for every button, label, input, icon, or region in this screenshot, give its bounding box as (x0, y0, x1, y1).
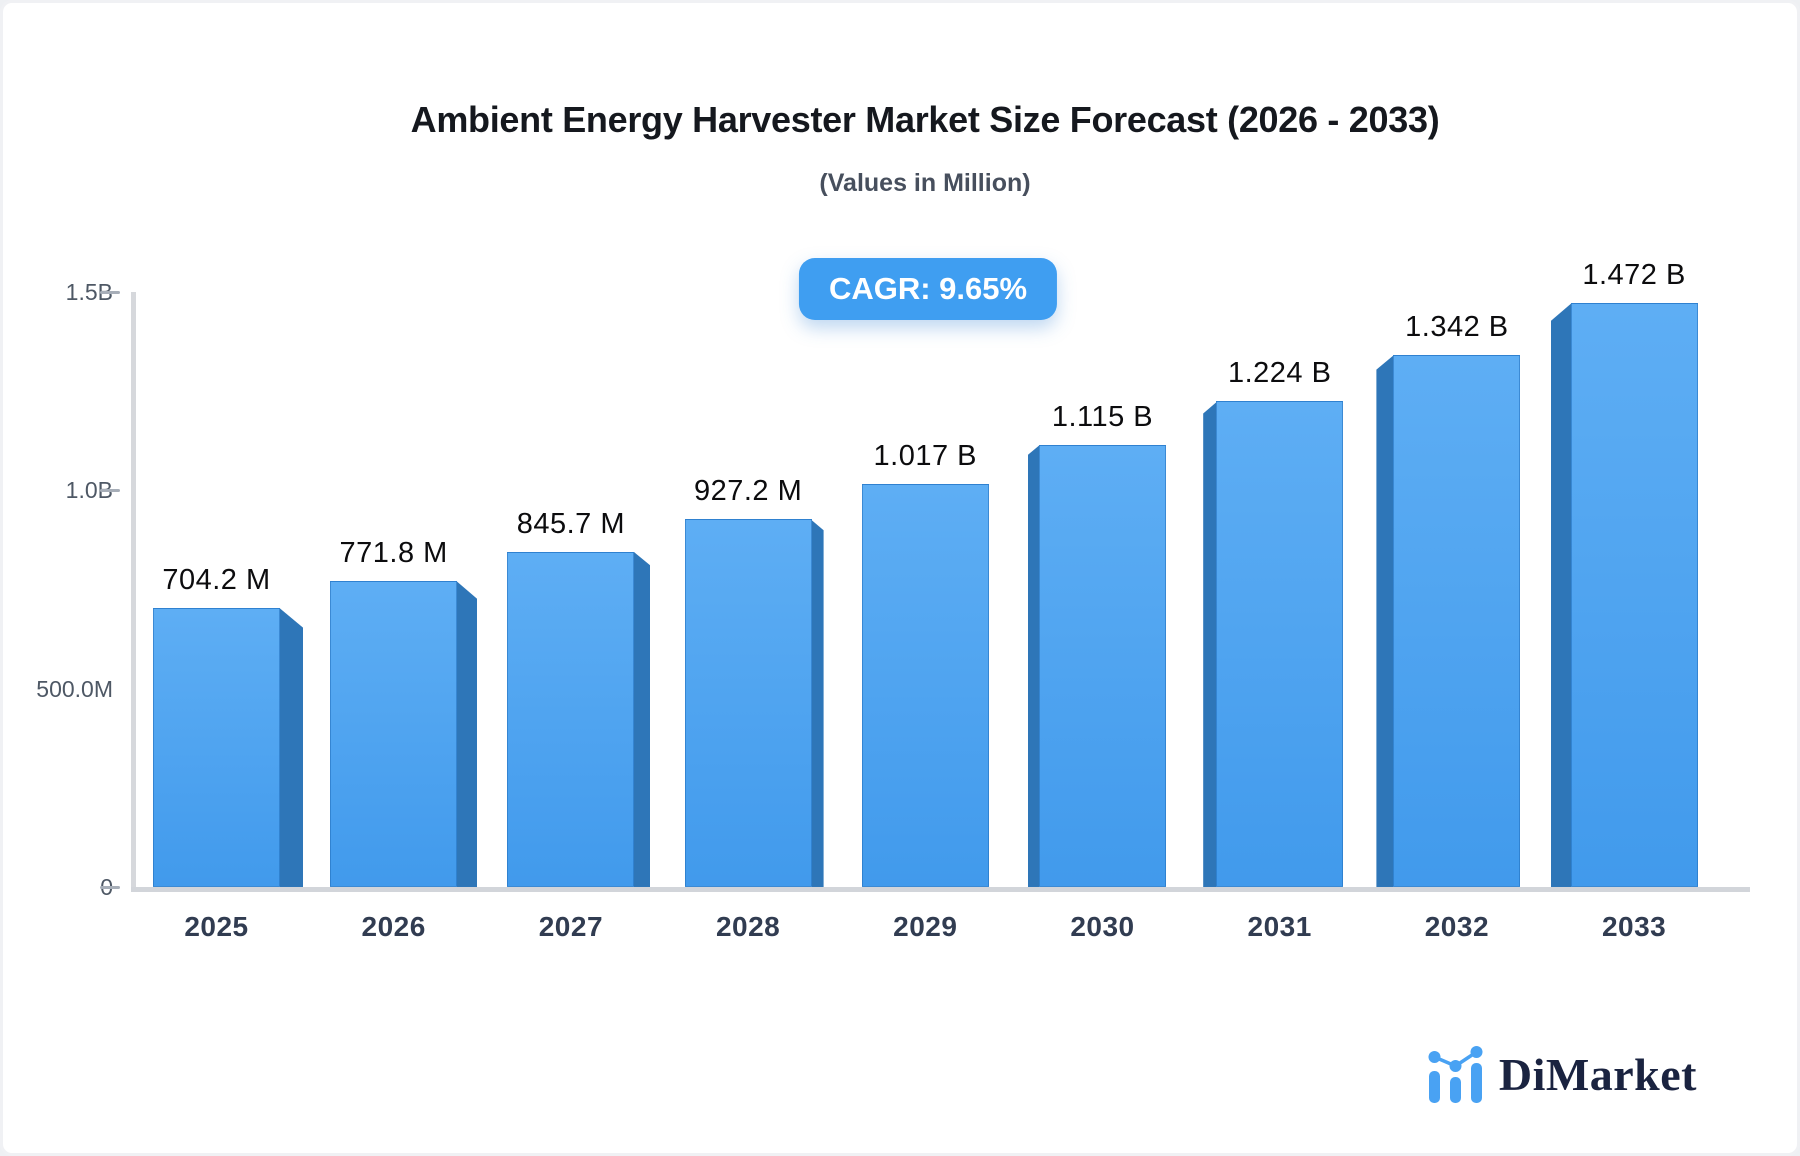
bar-2030 (1039, 444, 1166, 887)
x-tick-label: 2028 (715, 911, 781, 942)
x-tick-label: 2026 (361, 911, 426, 942)
bar-2032 (1393, 354, 1521, 887)
x-tick-label: 2031 (1247, 911, 1312, 942)
dimarket-logo-text: DiMarket (1498, 1049, 1697, 1100)
bar-2033 (1570, 303, 1698, 887)
x-tick-label: 2027 (538, 911, 604, 942)
bar-value-label: 704.2 M (162, 563, 271, 596)
y-tick-dash (100, 886, 120, 889)
bar-2031 (1216, 401, 1344, 887)
bar-value-label: 771.8 M (339, 536, 448, 569)
bar-value-label: 845.7 M (516, 507, 626, 540)
y-tick-dash (100, 291, 120, 294)
y-tick-label: 0 (3, 873, 113, 901)
y-tick-label: 1.5B (65, 279, 113, 305)
y-tick-label: 500.0M (36, 675, 113, 702)
bar-side-2032 (1376, 354, 1395, 887)
bar-value-label: 927.2 M (693, 475, 803, 508)
bar-2025 (153, 607, 280, 887)
x-axis-baseline (131, 887, 1750, 892)
bar-2028 (684, 519, 812, 887)
bar-value-label: 1.472 B (1582, 259, 1686, 292)
bar-side-2033 (1550, 303, 1572, 887)
y-tick-label: 1.0B (65, 477, 113, 504)
bar-side-2030 (1028, 444, 1040, 887)
chart-subtitle: (Values in Million) (819, 169, 1031, 197)
bar-2026 (330, 580, 458, 887)
y-tick-dash (100, 489, 120, 493)
x-tick-label: 2032 (1424, 911, 1490, 942)
x-tick-label: 2025 (184, 911, 249, 942)
x-tick-label: 2029 (893, 911, 958, 942)
bar-value-label: 1.115 B (1051, 400, 1154, 433)
chart-title: Ambient Energy Harvester Market Size For… (410, 99, 1440, 140)
bar-side-2031 (1203, 401, 1218, 887)
bar-value-label: 1.017 B (873, 439, 978, 472)
bar-side-2028 (810, 519, 824, 887)
bar-2029 (861, 483, 989, 887)
bar-value-label: 1.224 B (1227, 357, 1332, 390)
y-axis-line (131, 292, 136, 892)
x-tick-label: 2033 (1601, 911, 1667, 942)
dimarket-logo: DiMarket (1427, 1045, 1697, 1105)
bar-side-2026 (456, 580, 478, 887)
bar-chart-logo-icon (1428, 1046, 1483, 1103)
bar-value-label: 1.342 B (1405, 310, 1509, 343)
plot-area: 0 500.0M 1.0B 1.5B 704.2 M 2025 771.8 M 2026 845… (3, 3, 1797, 1153)
cagr-badge: CAGR: 9.65% (798, 258, 1058, 320)
bar-side-2025 (279, 607, 303, 887)
bar-side-2027 (633, 551, 651, 887)
x-tick-label: 2030 (1070, 911, 1135, 942)
bar-2027 (507, 551, 635, 887)
